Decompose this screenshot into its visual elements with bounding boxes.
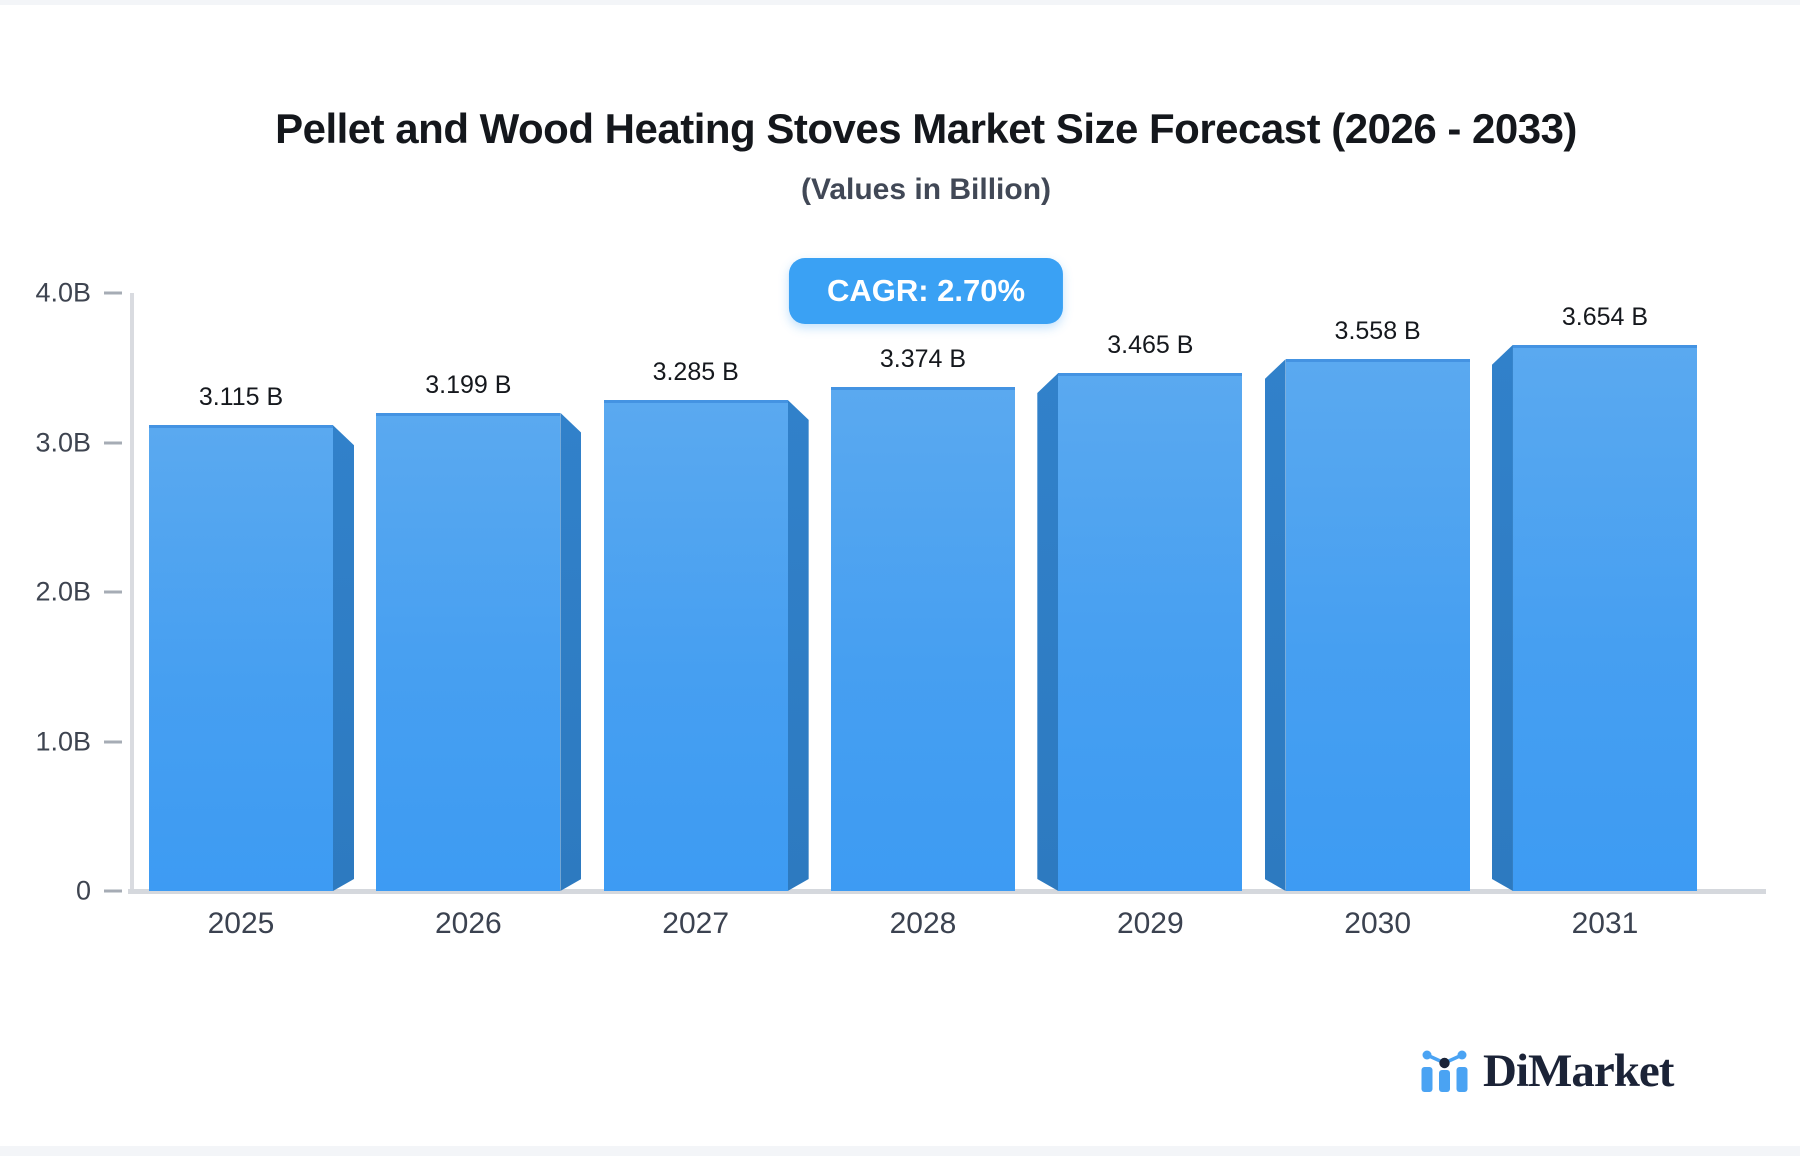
y-tick-label: 2.0B (35, 576, 91, 607)
bar (1285, 359, 1470, 891)
bar (603, 399, 788, 891)
bar (1512, 344, 1697, 891)
cagr-badge: CAGR: 2.70% (788, 258, 1064, 324)
bar-3d-side (788, 400, 809, 891)
mini-bar-chart-icon (1421, 1050, 1468, 1092)
chart-subtitle: (Values in Billion) (800, 173, 1052, 206)
bar (830, 386, 1015, 891)
y-tick-dash (104, 740, 122, 743)
bar (376, 412, 561, 891)
bar-value-label: 3.558 B (1334, 317, 1421, 346)
x-axis-label: 2029 (1116, 907, 1184, 940)
x-axis-label: 2027 (662, 907, 730, 940)
y-axis-line (130, 293, 134, 891)
bar-3d-side (1492, 345, 1513, 891)
y-tick-label: 4.0B (35, 277, 91, 308)
chart-title: Pellet and Wood Heating Stoves Market Si… (275, 105, 1577, 152)
y-tick-label: 1.0B (35, 726, 91, 756)
bar-3d-side (1037, 373, 1058, 891)
y-tick-label: 3.0B (35, 427, 91, 457)
x-axis-label: 2030 (1344, 907, 1412, 940)
y-tick-dash (104, 590, 122, 594)
y-axis-tick: 4.0B (10, 278, 122, 309)
y-axis-tick: 2.0B (10, 577, 122, 608)
y-tick-dash (104, 441, 122, 444)
chart-card: Pellet and Wood Heating Stoves Market Si… (0, 5, 1800, 1146)
bar (149, 425, 333, 891)
y-tick-dash (104, 889, 122, 893)
bar-3d-side (333, 425, 354, 891)
bar-3d-side (1265, 359, 1286, 891)
bar-value-label: 3.374 B (879, 344, 967, 373)
bar-value-label: 3.465 B (1107, 330, 1194, 359)
x-axis-label: 2026 (434, 907, 502, 940)
dimarket-logo: DiMarket (1420, 1044, 1674, 1097)
bar-value-label: 3.199 B (425, 370, 512, 399)
y-axis-tick: 0 (10, 876, 122, 907)
x-axis-label: 2025 (207, 907, 275, 940)
x-axis-label: 2031 (1571, 907, 1639, 940)
x-axis-line (128, 889, 1766, 894)
bar-value-label: 3.654 B (1561, 302, 1649, 331)
y-tick-dash (104, 291, 122, 295)
bar-value-label: 3.115 B (198, 383, 284, 412)
bar (1058, 372, 1243, 891)
y-tick-label: 0 (75, 875, 91, 906)
x-axis-label: 2028 (889, 907, 957, 940)
bar-3d-side (560, 413, 581, 891)
bar-value-label: 3.285 B (652, 357, 739, 386)
y-axis-tick: 3.0B (10, 427, 122, 458)
logo-text: DiMarket (1483, 1044, 1674, 1097)
y-axis-tick: 1.0B (10, 726, 122, 757)
